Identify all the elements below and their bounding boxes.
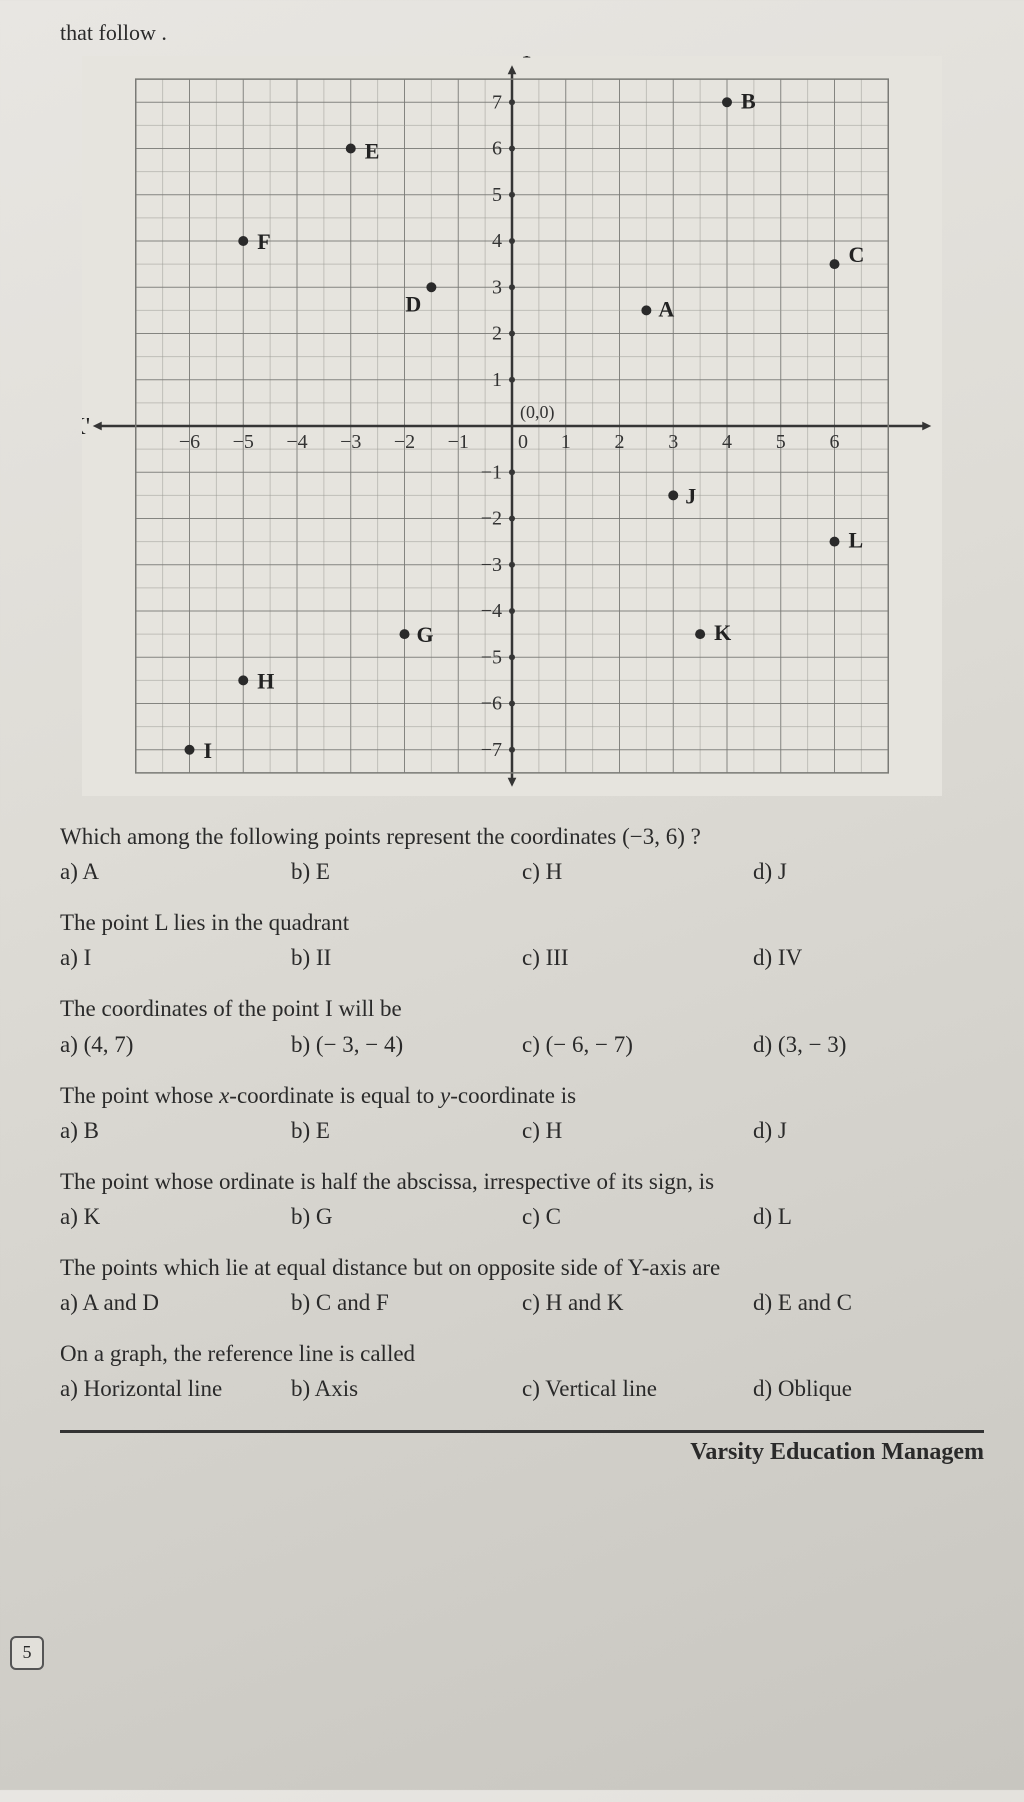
options-row: a) A and Db) C and Fc) H and Kd) E and C — [60, 1286, 984, 1320]
svg-text:2: 2 — [615, 431, 625, 453]
svg-text:−5: −5 — [481, 646, 502, 668]
svg-text:K: K — [714, 620, 731, 645]
options-row: a) Bb) Ec) Hd) J — [60, 1114, 984, 1148]
options-row: a) Ib) IIc) IIId) IV — [60, 941, 984, 975]
svg-text:C: C — [849, 242, 865, 267]
svg-text:−3: −3 — [340, 431, 361, 453]
svg-text:6: 6 — [492, 138, 502, 160]
option: a) I — [60, 941, 291, 975]
svg-text:Y': Y' — [508, 793, 530, 796]
svg-text:−1: −1 — [448, 431, 469, 453]
option: a) K — [60, 1200, 291, 1234]
svg-text:3: 3 — [492, 276, 502, 298]
svg-text:−4: −4 — [286, 431, 307, 453]
svg-text:6: 6 — [830, 431, 840, 453]
option: c) H — [522, 855, 753, 889]
coordinate-graph: −6 −5 −4 −3 −2 −1 0 1 2 3 4 5 6 1 2 3 4 5 6 7 −1 −2 −3 −4 −5 −6 −7… — [82, 56, 962, 801]
option: b) C and F — [291, 1286, 522, 1320]
question-text: The point whose x-coordinate is equal to… — [60, 1080, 984, 1112]
svg-text:X': X' — [82, 414, 90, 440]
option: c) H — [522, 1114, 753, 1148]
svg-text:7: 7 — [492, 91, 502, 113]
svg-text:2: 2 — [492, 323, 502, 345]
option: b) (− 3, − 4) — [291, 1028, 522, 1062]
option: d) Oblique — [753, 1372, 984, 1406]
option: d) E and C — [753, 1286, 984, 1320]
svg-text:J: J — [685, 483, 696, 508]
footer-publisher: Varsity Education Managem — [60, 1430, 984, 1466]
option: b) E — [291, 855, 522, 889]
svg-text:−6: −6 — [179, 431, 200, 453]
svg-text:4: 4 — [722, 431, 732, 453]
option: b) Axis — [291, 1372, 522, 1406]
svg-text:Y: Y — [518, 56, 535, 63]
svg-text:−6: −6 — [481, 693, 502, 715]
svg-text:L: L — [849, 528, 864, 553]
option: d) J — [753, 855, 984, 889]
question-text: The coordinates of the point I will be — [60, 993, 984, 1025]
options-row: a) Ab) Ec) Hd) J — [60, 855, 984, 889]
svg-text:I: I — [204, 738, 213, 763]
option: c) C — [522, 1200, 753, 1234]
options-row: a) (4, 7)b) (− 3, − 4)c) (− 6, − 7)d) (3… — [60, 1028, 984, 1062]
svg-text:D: D — [405, 291, 421, 316]
option: c) Vertical line — [522, 1372, 753, 1406]
option: a) (4, 7) — [60, 1028, 291, 1062]
option: b) II — [291, 941, 522, 975]
option: d) L — [753, 1200, 984, 1234]
svg-text:5: 5 — [776, 431, 786, 453]
svg-text:−3: −3 — [481, 554, 502, 576]
svg-text:−4: −4 — [481, 600, 502, 622]
option: a) B — [60, 1114, 291, 1148]
questions-block: Which among the following points represe… — [60, 821, 984, 1406]
option: c) (− 6, − 7) — [522, 1028, 753, 1062]
svg-text:1: 1 — [561, 431, 571, 453]
question-text: On a graph, the reference line is called — [60, 1338, 984, 1370]
svg-text:E: E — [365, 139, 380, 164]
page-number: 5 — [10, 1636, 44, 1670]
svg-text:−5: −5 — [233, 431, 254, 453]
svg-text:G: G — [417, 622, 434, 647]
option: c) H and K — [522, 1286, 753, 1320]
options-row: a) Kb) Gc) Cd) L — [60, 1200, 984, 1234]
option: d) (3, − 3) — [753, 1028, 984, 1062]
option: a) A — [60, 855, 291, 889]
svg-text:(0,0): (0,0) — [520, 402, 555, 423]
svg-text:4: 4 — [492, 230, 502, 252]
svg-text:H: H — [257, 668, 274, 693]
option: b) G — [291, 1200, 522, 1234]
option: a) A and D — [60, 1286, 291, 1320]
option: b) E — [291, 1114, 522, 1148]
intro-text: that follow . — [60, 20, 984, 46]
svg-text:F: F — [257, 229, 270, 254]
svg-text:−1: −1 — [481, 461, 502, 483]
svg-text:0: 0 — [518, 431, 528, 453]
svg-text:A: A — [658, 296, 674, 321]
svg-text:1: 1 — [492, 369, 502, 391]
options-row: a) Horizontal lineb) Axisc) Vertical lin… — [60, 1372, 984, 1406]
option: a) Horizontal line — [60, 1372, 291, 1406]
svg-text:5: 5 — [492, 184, 502, 206]
svg-text:B: B — [741, 88, 756, 113]
option: d) J — [753, 1114, 984, 1148]
question-text: Which among the following points represe… — [60, 821, 984, 853]
svg-text:−2: −2 — [481, 508, 502, 530]
svg-text:−7: −7 — [481, 739, 502, 761]
option: d) IV — [753, 941, 984, 975]
question-text: The points which lie at equal distance b… — [60, 1252, 984, 1284]
svg-text:−2: −2 — [394, 431, 415, 453]
question-text: The point whose ordinate is half the abs… — [60, 1166, 984, 1198]
question-text: The point L lies in the quadrant — [60, 907, 984, 939]
option: c) III — [522, 941, 753, 975]
svg-text:3: 3 — [668, 431, 678, 453]
